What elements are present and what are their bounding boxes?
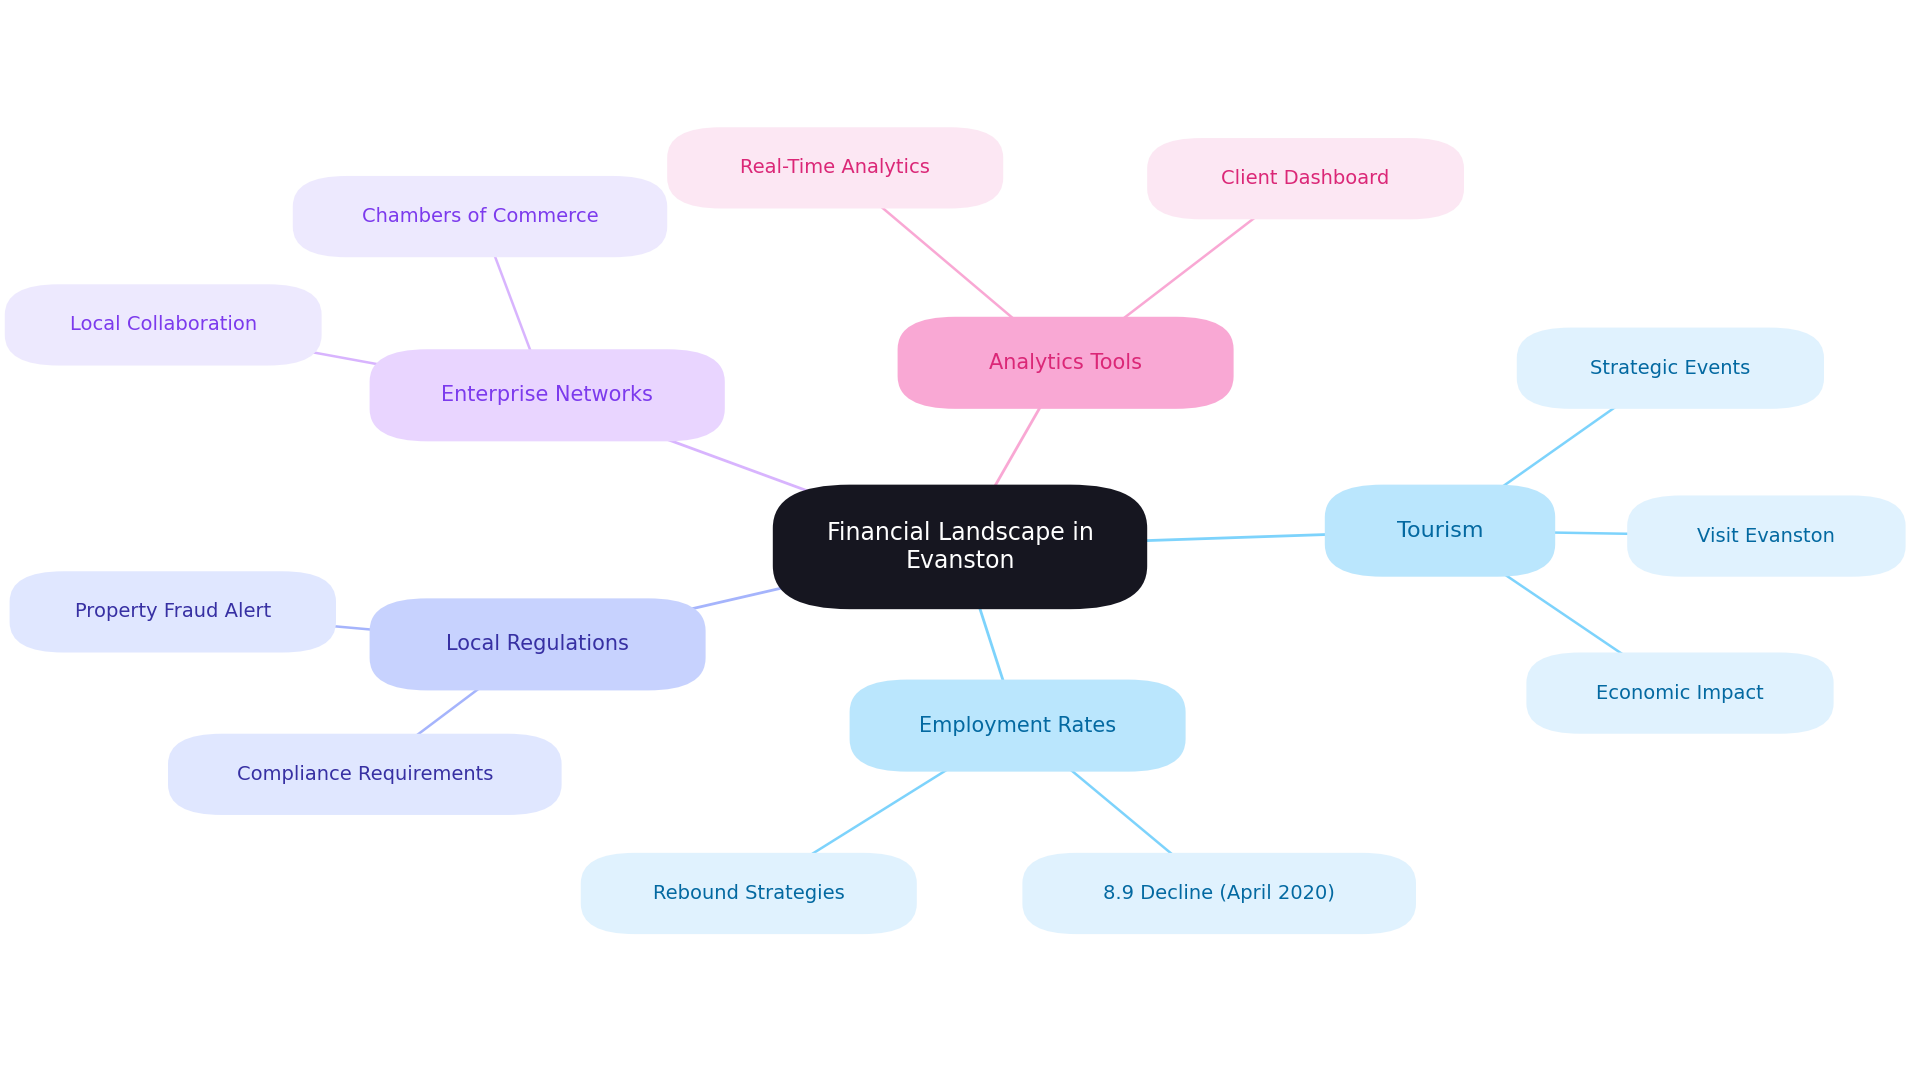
Text: Local Regulations: Local Regulations xyxy=(445,635,630,654)
Text: Client Dashboard: Client Dashboard xyxy=(1221,169,1390,188)
Text: Real-Time Analytics: Real-Time Analytics xyxy=(741,158,929,178)
Text: Rebound Strategies: Rebound Strategies xyxy=(653,884,845,903)
Text: Economic Impact: Economic Impact xyxy=(1596,683,1764,703)
FancyBboxPatch shape xyxy=(1325,485,1555,576)
Text: Tourism: Tourism xyxy=(1396,521,1484,540)
Text: Chambers of Commerce: Chambers of Commerce xyxy=(361,207,599,226)
Text: Local Collaboration: Local Collaboration xyxy=(69,315,257,335)
Text: Property Fraud Alert: Property Fraud Alert xyxy=(75,602,271,622)
Text: Visit Evanston: Visit Evanston xyxy=(1697,526,1836,546)
Text: Compliance Requirements: Compliance Requirements xyxy=(236,765,493,784)
FancyBboxPatch shape xyxy=(371,598,707,691)
FancyBboxPatch shape xyxy=(899,317,1235,409)
FancyBboxPatch shape xyxy=(6,285,323,366)
FancyBboxPatch shape xyxy=(772,485,1146,609)
FancyBboxPatch shape xyxy=(849,680,1185,771)
FancyBboxPatch shape xyxy=(1517,327,1824,409)
Text: Financial Landscape in
Evanston: Financial Landscape in Evanston xyxy=(828,521,1092,573)
FancyBboxPatch shape xyxy=(292,175,668,258)
FancyBboxPatch shape xyxy=(1526,652,1834,734)
FancyBboxPatch shape xyxy=(668,128,1002,208)
FancyBboxPatch shape xyxy=(169,734,561,815)
Text: Employment Rates: Employment Rates xyxy=(920,716,1116,735)
FancyBboxPatch shape xyxy=(1021,853,1415,934)
Text: Enterprise Networks: Enterprise Networks xyxy=(442,386,653,405)
FancyBboxPatch shape xyxy=(1628,496,1905,576)
Text: Analytics Tools: Analytics Tools xyxy=(989,353,1142,373)
FancyBboxPatch shape xyxy=(369,349,724,442)
FancyBboxPatch shape xyxy=(580,853,918,934)
FancyBboxPatch shape xyxy=(1148,139,1465,219)
Text: 8.9 Decline (April 2020): 8.9 Decline (April 2020) xyxy=(1104,884,1334,903)
Text: Strategic Events: Strategic Events xyxy=(1590,358,1751,378)
FancyBboxPatch shape xyxy=(10,572,336,652)
